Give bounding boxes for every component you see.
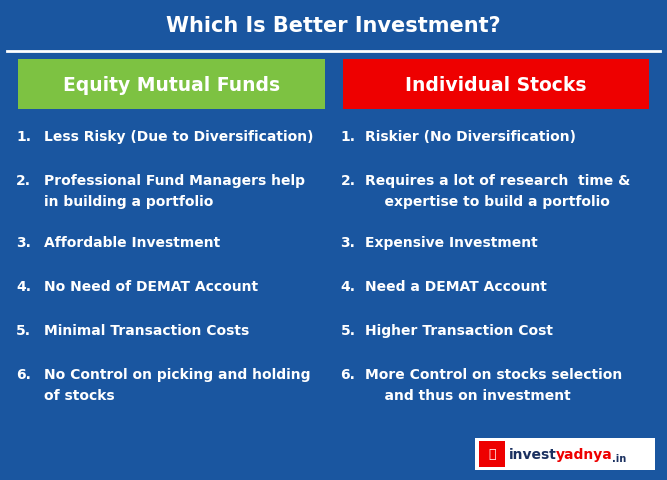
- FancyBboxPatch shape: [342, 60, 649, 110]
- Text: No Need of DEMAT Account: No Need of DEMAT Account: [44, 279, 258, 293]
- Text: More Control on stocks selection
    and thus on investment: More Control on stocks selection and thu…: [364, 367, 622, 402]
- Text: .in: .in: [612, 453, 626, 463]
- Text: 5.: 5.: [16, 324, 31, 337]
- Text: Equity Mutual Funds: Equity Mutual Funds: [63, 75, 280, 94]
- Text: 3.: 3.: [340, 236, 356, 250]
- Text: 2.: 2.: [16, 174, 31, 188]
- Text: Individual Stocks: Individual Stocks: [405, 75, 586, 94]
- Text: No Control on picking and holding
of stocks: No Control on picking and holding of sto…: [44, 367, 311, 402]
- Text: 4.: 4.: [340, 279, 356, 293]
- FancyBboxPatch shape: [0, 0, 667, 52]
- Text: Which Is Better Investment?: Which Is Better Investment?: [166, 16, 501, 36]
- Text: Affordable Investment: Affordable Investment: [44, 236, 220, 250]
- FancyBboxPatch shape: [475, 438, 655, 470]
- Text: yadnya: yadnya: [556, 447, 613, 461]
- Text: 1.: 1.: [16, 130, 31, 144]
- Text: Need a DEMAT Account: Need a DEMAT Account: [364, 279, 546, 293]
- FancyBboxPatch shape: [479, 441, 505, 467]
- Text: 6.: 6.: [340, 367, 356, 381]
- Text: 1.: 1.: [340, 130, 356, 144]
- Text: 6.: 6.: [16, 367, 31, 381]
- Text: 5.: 5.: [340, 324, 356, 337]
- Text: Minimal Transaction Costs: Minimal Transaction Costs: [44, 324, 249, 337]
- Text: Less Risky (Due to Diversification): Less Risky (Due to Diversification): [44, 130, 313, 144]
- Text: 2.: 2.: [340, 174, 356, 188]
- Text: invest: invest: [509, 447, 557, 461]
- Text: Higher Transaction Cost: Higher Transaction Cost: [364, 324, 552, 337]
- FancyBboxPatch shape: [18, 60, 325, 110]
- Text: Expensive Investment: Expensive Investment: [364, 236, 537, 250]
- Text: 3.: 3.: [16, 236, 31, 250]
- Text: Requires a lot of research  time &
    expertise to build a portfolio: Requires a lot of research time & expert…: [364, 174, 630, 208]
- Text: Professional Fund Managers help
in building a portfolio: Professional Fund Managers help in build…: [44, 174, 305, 208]
- Text: य: य: [488, 447, 496, 460]
- Text: Riskier (No Diversification): Riskier (No Diversification): [364, 130, 576, 144]
- Text: 4.: 4.: [16, 279, 31, 293]
